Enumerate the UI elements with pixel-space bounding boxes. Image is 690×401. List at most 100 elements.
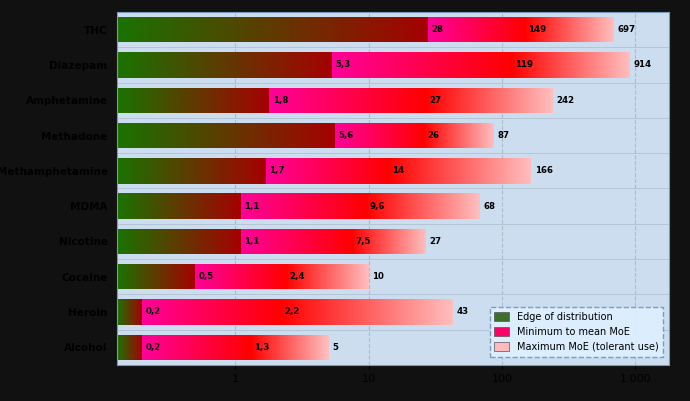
Bar xyxy=(426,158,427,184)
Bar xyxy=(122,193,123,219)
Bar xyxy=(486,158,487,184)
Bar xyxy=(481,87,482,113)
Bar xyxy=(359,87,360,113)
Bar xyxy=(514,87,515,113)
Bar xyxy=(274,158,275,184)
Bar xyxy=(117,123,119,148)
Bar xyxy=(469,158,471,184)
Bar xyxy=(390,158,391,184)
Bar xyxy=(117,87,118,113)
Bar xyxy=(171,193,172,219)
Bar xyxy=(212,334,213,360)
Bar xyxy=(388,87,390,113)
Bar xyxy=(273,229,274,254)
Bar xyxy=(157,17,159,43)
Bar xyxy=(241,158,242,184)
Bar xyxy=(358,52,359,78)
Bar xyxy=(326,123,328,148)
Bar xyxy=(170,334,171,360)
Bar xyxy=(586,52,588,78)
Bar xyxy=(195,299,196,325)
Bar xyxy=(210,123,212,148)
Bar xyxy=(450,87,451,113)
Bar xyxy=(395,17,397,43)
Bar xyxy=(261,299,262,325)
Bar xyxy=(145,299,146,325)
Bar xyxy=(152,17,155,43)
Bar xyxy=(176,87,177,113)
Bar xyxy=(477,52,478,78)
Bar xyxy=(434,52,435,78)
Bar xyxy=(418,87,419,113)
Bar xyxy=(344,17,346,43)
Bar xyxy=(203,334,204,360)
Bar xyxy=(289,87,290,113)
Bar xyxy=(375,299,376,325)
Bar xyxy=(164,52,166,78)
Bar xyxy=(147,193,148,219)
Bar xyxy=(273,158,274,184)
Bar xyxy=(347,229,348,254)
Bar xyxy=(150,87,151,113)
Bar xyxy=(353,299,355,325)
Bar xyxy=(500,158,501,184)
Bar xyxy=(203,158,204,184)
Bar xyxy=(215,52,216,78)
Bar xyxy=(426,193,427,219)
Bar xyxy=(130,193,131,219)
Bar xyxy=(350,52,351,78)
Bar xyxy=(290,229,291,254)
Bar xyxy=(152,334,153,360)
Bar xyxy=(215,123,216,148)
Bar xyxy=(540,52,541,78)
Bar xyxy=(250,158,251,184)
Bar xyxy=(260,17,262,43)
Bar xyxy=(289,299,290,325)
Bar xyxy=(288,52,289,78)
Bar xyxy=(224,299,225,325)
Bar xyxy=(454,87,455,113)
Bar xyxy=(436,87,437,113)
Bar xyxy=(367,52,368,78)
Bar xyxy=(146,158,147,184)
Bar xyxy=(353,52,355,78)
Bar xyxy=(473,52,475,78)
Bar xyxy=(526,87,527,113)
Bar xyxy=(239,87,240,113)
Bar xyxy=(328,229,329,254)
Bar xyxy=(388,158,389,184)
Bar xyxy=(264,87,266,113)
Bar xyxy=(308,299,310,325)
Bar xyxy=(384,52,385,78)
Bar xyxy=(174,299,175,325)
Bar xyxy=(124,87,126,113)
Bar xyxy=(245,299,246,325)
Bar xyxy=(155,193,156,219)
Bar xyxy=(318,17,320,43)
Bar xyxy=(265,229,266,254)
Bar xyxy=(259,229,260,254)
Bar xyxy=(229,17,231,43)
Bar xyxy=(141,123,142,148)
Bar xyxy=(333,299,334,325)
Bar xyxy=(531,87,532,113)
Bar xyxy=(449,158,450,184)
Bar xyxy=(217,193,218,219)
Bar xyxy=(357,158,358,184)
Bar xyxy=(239,229,240,254)
Bar xyxy=(424,158,426,184)
Bar xyxy=(250,229,251,254)
Bar xyxy=(210,52,212,78)
Bar xyxy=(227,193,228,219)
Bar xyxy=(321,87,322,113)
Bar xyxy=(442,87,443,113)
Bar xyxy=(225,52,226,78)
Bar xyxy=(337,52,338,78)
Bar xyxy=(334,158,335,184)
Bar xyxy=(260,52,262,78)
Bar xyxy=(446,193,447,219)
Bar xyxy=(286,87,287,113)
Bar xyxy=(190,158,192,184)
Bar xyxy=(431,299,433,325)
Bar xyxy=(296,123,297,148)
